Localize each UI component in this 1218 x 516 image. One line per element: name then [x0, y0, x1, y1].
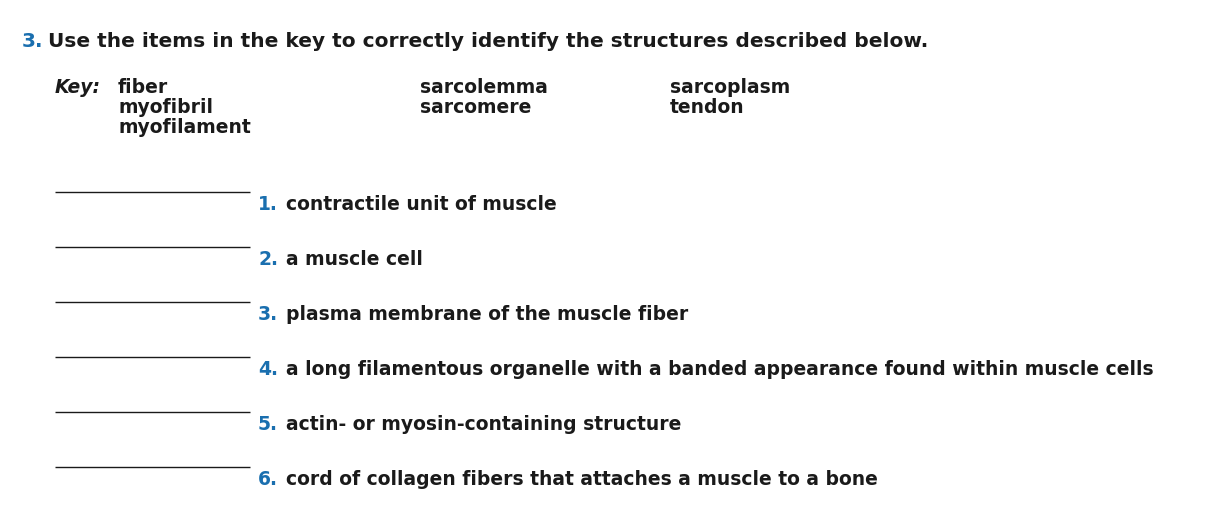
- Text: actin- or myosin-containing structure: actin- or myosin-containing structure: [286, 415, 681, 434]
- Text: contractile unit of muscle: contractile unit of muscle: [286, 195, 557, 214]
- Text: tendon: tendon: [670, 98, 744, 117]
- Text: Use the items in the key to correctly identify the structures described below.: Use the items in the key to correctly id…: [48, 32, 928, 51]
- Text: 1.: 1.: [258, 195, 278, 214]
- Text: fiber: fiber: [118, 78, 168, 97]
- Text: sarcomere: sarcomere: [420, 98, 531, 117]
- Text: sarcolemma: sarcolemma: [420, 78, 548, 97]
- Text: 2.: 2.: [258, 250, 278, 269]
- Text: 3.: 3.: [22, 32, 44, 51]
- Text: myofibril: myofibril: [118, 98, 213, 117]
- Text: sarcoplasm: sarcoplasm: [670, 78, 790, 97]
- Text: myofilament: myofilament: [118, 118, 251, 137]
- Text: 5.: 5.: [258, 415, 278, 434]
- Text: cord of collagen fibers that attaches a muscle to a bone: cord of collagen fibers that attaches a …: [286, 470, 878, 489]
- Text: a long filamentous organelle with a banded appearance found within muscle cells: a long filamentous organelle with a band…: [286, 360, 1153, 379]
- Text: Key:: Key:: [55, 78, 101, 97]
- Text: 3.: 3.: [258, 305, 278, 324]
- Text: 4.: 4.: [258, 360, 278, 379]
- Text: plasma membrane of the muscle fiber: plasma membrane of the muscle fiber: [286, 305, 688, 324]
- Text: a muscle cell: a muscle cell: [286, 250, 423, 269]
- Text: 6.: 6.: [258, 470, 278, 489]
